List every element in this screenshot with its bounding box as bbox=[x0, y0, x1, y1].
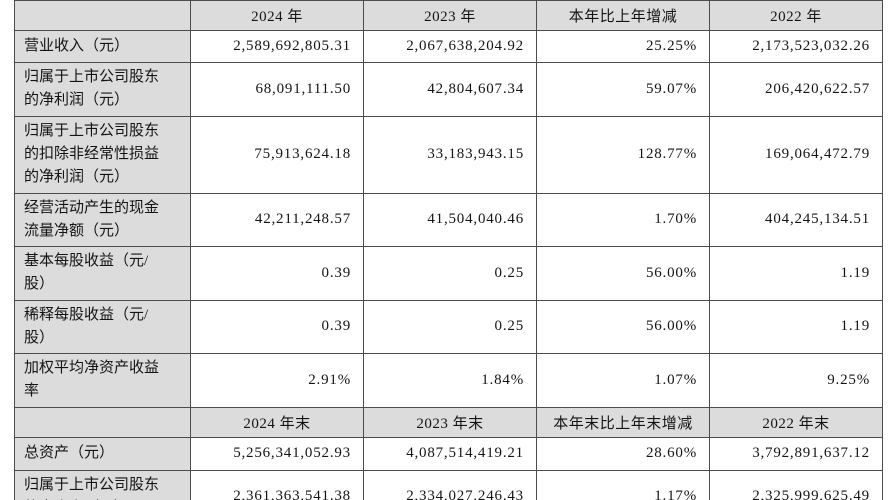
header-2024: 2024 年 bbox=[190, 0, 364, 31]
row-label: 稀释每股收益（元/ 股） bbox=[14, 299, 191, 354]
cell-change: 1.07% bbox=[536, 353, 710, 408]
table-row-revenue: 营业收入（元） 2,589,692,805.31 2,067,638,204.9… bbox=[14, 30, 883, 63]
table-row-diluted-eps: 稀释每股收益（元/ 股） 0.39 0.25 56.00% 1.19 bbox=[14, 299, 883, 354]
cell-2024: 5,256,341,052.93 bbox=[190, 436, 364, 471]
cell-2024: 75,913,624.18 bbox=[190, 115, 364, 194]
header-2022: 2022 年 bbox=[709, 0, 883, 31]
cell-2022: 2,325,999,625.49 bbox=[709, 469, 883, 500]
table-row-weighted-avg-roe: 加权平均净资产收益 率 2.91% 1.84% 1.07% 9.25% bbox=[14, 353, 883, 408]
cell-2022: 206,420,622.57 bbox=[709, 62, 883, 117]
cell-change: 1.70% bbox=[536, 192, 710, 247]
cell-2023: 42,804,607.34 bbox=[363, 62, 537, 117]
row-label: 归属于上市公司股东 的净利润（元） bbox=[14, 62, 191, 117]
header-2023-end: 2023 年末 bbox=[363, 406, 537, 438]
table-row-net-profit: 归属于上市公司股东 的净利润（元） 68,091,111.50 42,804,6… bbox=[14, 62, 883, 117]
cell-2022: 1.19 bbox=[709, 299, 883, 354]
cell-2024: 0.39 bbox=[190, 299, 364, 354]
cell-2022: 9.25% bbox=[709, 353, 883, 408]
table-header-end-of-period: 2024 年末 2023 年末 本年末比上年末增减 2022 年末 bbox=[14, 406, 883, 438]
cell-change: 25.25% bbox=[536, 30, 710, 63]
header-eop-change: 本年末比上年末增减 bbox=[536, 406, 710, 438]
table-row-operating-cash-flow: 经营活动产生的现金 流量净额（元） 42,211,248.57 41,504,0… bbox=[14, 192, 883, 247]
row-label: 经营活动产生的现金 流量净额（元） bbox=[14, 192, 191, 247]
cell-2022: 404,245,134.51 bbox=[709, 192, 883, 247]
cell-2024: 42,211,248.57 bbox=[190, 192, 364, 247]
cell-change: 56.00% bbox=[536, 299, 710, 354]
cell-2023: 41,504,040.46 bbox=[363, 192, 537, 247]
table-row-deducted-net-profit: 归属于上市公司股东 的扣除非经常性损益 的净利润（元） 75,913,624.1… bbox=[14, 115, 883, 194]
row-label: 基本每股收益（元/ 股） bbox=[14, 246, 191, 301]
row-label: 营业收入（元） bbox=[14, 30, 191, 63]
cell-change: 28.60% bbox=[536, 436, 710, 471]
cell-2022: 3,792,891,637.12 bbox=[709, 436, 883, 471]
table-row-total-assets: 总资产（元） 5,256,341,052.93 4,087,514,419.21… bbox=[14, 436, 883, 471]
table-row-basic-eps: 基本每股收益（元/ 股） 0.39 0.25 56.00% 1.19 bbox=[14, 246, 883, 301]
cell-change: 59.07% bbox=[536, 62, 710, 117]
header-yoy-change: 本年比上年增减 bbox=[536, 0, 710, 31]
header-2024-end: 2024 年末 bbox=[190, 406, 364, 438]
cell-2024: 68,091,111.50 bbox=[190, 62, 364, 117]
row-label: 归属于上市公司股东 的扣除非经常性损益 的净利润（元） bbox=[14, 115, 191, 194]
cell-2022: 1.19 bbox=[709, 246, 883, 301]
cell-change: 56.00% bbox=[536, 246, 710, 301]
cell-2024: 0.39 bbox=[190, 246, 364, 301]
cell-2023: 1.84% bbox=[363, 353, 537, 408]
cell-2023: 0.25 bbox=[363, 299, 537, 354]
cell-change: 1.17% bbox=[536, 469, 710, 500]
cell-2023: 2,067,638,204.92 bbox=[363, 30, 537, 63]
cell-change: 128.77% bbox=[536, 115, 710, 194]
table-row-net-assets: 归属于上市公司股东 的净资产（元） 2,361,363,541.38 2,334… bbox=[14, 469, 883, 500]
header-empty-cell bbox=[14, 406, 191, 438]
row-label: 加权平均净资产收益 率 bbox=[14, 353, 191, 408]
row-label: 归属于上市公司股东 的净资产（元） bbox=[14, 469, 191, 500]
header-2023: 2023 年 bbox=[363, 0, 537, 31]
cell-2022: 2,173,523,032.26 bbox=[709, 30, 883, 63]
header-empty-cell bbox=[14, 0, 191, 31]
row-label: 总资产（元） bbox=[14, 436, 191, 471]
cell-2023: 4,087,514,419.21 bbox=[363, 436, 537, 471]
header-2022-end: 2022 年末 bbox=[709, 406, 883, 438]
cell-2024: 2,589,692,805.31 bbox=[190, 30, 364, 63]
cell-2023: 2,334,027,246.43 bbox=[363, 469, 537, 500]
cell-2023: 0.25 bbox=[363, 246, 537, 301]
table-header-annual: 2024 年 2023 年 本年比上年增减 2022 年 bbox=[14, 0, 883, 31]
cell-2022: 169,064,472.79 bbox=[709, 115, 883, 194]
financial-summary-table: 2024 年 2023 年 本年比上年增减 2022 年 营业收入（元） 2,5… bbox=[14, 0, 883, 500]
cell-2024: 2.91% bbox=[190, 353, 364, 408]
cell-2023: 33,183,943.15 bbox=[363, 115, 537, 194]
cell-2024: 2,361,363,541.38 bbox=[190, 469, 364, 500]
